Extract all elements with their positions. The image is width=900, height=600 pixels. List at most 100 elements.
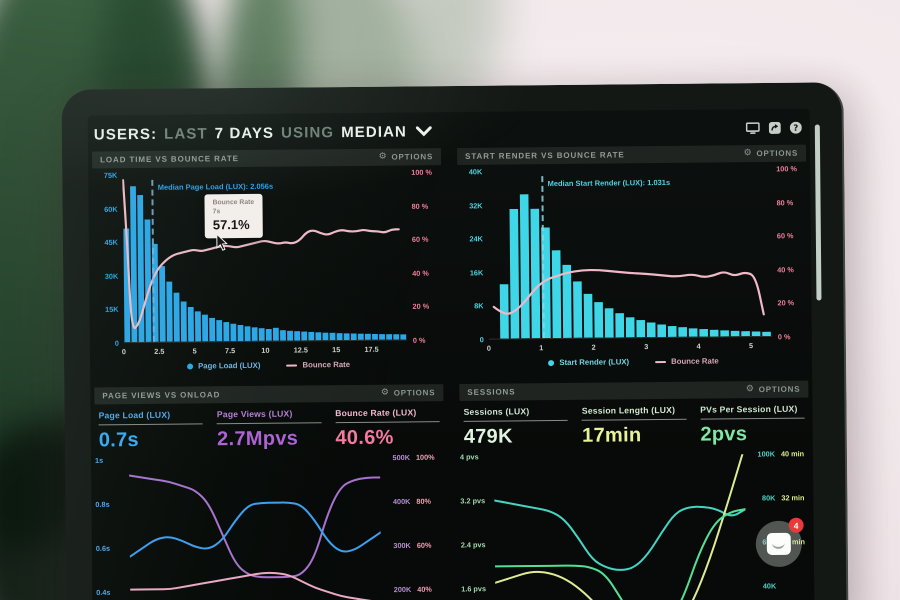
axis-tick-label: 15K bbox=[105, 305, 119, 315]
metric-label: Session Length (LUX) bbox=[581, 404, 687, 421]
y-axis-left: 4 pvs 3.2 pvs 2.4 pvs 1.6 pvs bbox=[460, 452, 496, 600]
axis-tick-label: 4 pvs bbox=[459, 452, 479, 462]
axis-tick-label: 75K bbox=[103, 170, 118, 180]
dashboard: USERS: LAST 7 DAYS USING MEDIAN ? bbox=[87, 108, 822, 600]
cursor-icon bbox=[216, 234, 229, 251]
chevron-down-icon[interactable] bbox=[415, 125, 432, 137]
share-icon[interactable] bbox=[768, 121, 781, 134]
axis-tick-label: 7.5 bbox=[224, 346, 236, 356]
axis-tick-label: 2.4 pvs bbox=[460, 540, 486, 550]
panel-load-time: LOAD TIME VS BOUNCE RATE ⚙ OPTIONS 75K 60K… bbox=[92, 148, 443, 375]
axis-tick-label: 16K bbox=[469, 268, 484, 278]
notification-badge: 4 bbox=[788, 517, 804, 533]
legend-label: Bounce Rate bbox=[302, 360, 351, 370]
metric-label: Page Load (LUX) bbox=[98, 409, 203, 426]
legend-label: Page Load (LUX) bbox=[198, 360, 261, 371]
help-icon[interactable]: ? bbox=[789, 121, 802, 134]
metric-label: Page Views (LUX) bbox=[216, 408, 322, 425]
legend-dot-icon bbox=[187, 363, 194, 370]
y-axis-left: 75K 60K 45K 30K 15K 0 bbox=[92, 171, 124, 348]
title-using: USING bbox=[281, 123, 335, 142]
sessions-chart[interactable] bbox=[494, 454, 747, 600]
display-icon[interactable] bbox=[745, 122, 760, 134]
scrollbar-thumb[interactable] bbox=[814, 124, 822, 301]
metric-value: 2.7Mpvs bbox=[217, 427, 299, 451]
legend-dash-icon bbox=[655, 360, 667, 363]
tooltip-x-value: 7s bbox=[212, 207, 221, 215]
axis-tick-label: 100K 40 min bbox=[757, 449, 805, 459]
start-render-chart[interactable]: Median Start Render (LUX): 1.031s bbox=[487, 168, 772, 340]
axis-tick-label: 40 % bbox=[412, 268, 429, 278]
axis-tick-label: 17.5 bbox=[364, 344, 379, 354]
title-last: LAST bbox=[164, 124, 208, 143]
options-button[interactable]: ⚙ OPTIONS bbox=[743, 148, 799, 159]
panel-start-render: START RENDER VS BOUNCE RATE ⚙ OPTIONS 40K… bbox=[457, 144, 808, 372]
options-button[interactable]: ⚙ OPTIONS bbox=[745, 384, 801, 395]
messenger-button[interactable]: 4 bbox=[755, 517, 804, 568]
axis-tick-label: 300K 60% bbox=[393, 540, 432, 550]
options-button[interactable]: ⚙ OPTIONS bbox=[380, 387, 436, 398]
tooltip: Bounce Rate 7s 57.1% bbox=[204, 193, 263, 239]
panel-sessions: SESSIONS ⚙ OPTIONS Sessions (LUX) 479K Se… bbox=[459, 380, 810, 600]
axis-tick-label: 40K bbox=[762, 581, 777, 591]
legend-dash-icon bbox=[286, 364, 298, 367]
axis-tick-label: 60 % bbox=[411, 234, 429, 245]
axis-tick-label: 5 bbox=[748, 341, 754, 351]
title-median: MEDIAN bbox=[341, 122, 407, 141]
axis-tick-label: 2 bbox=[591, 342, 596, 352]
metric-page-load: Page Load (LUX) 0.7s bbox=[98, 409, 204, 452]
y-axis-right: 100 % 80 % 60 % 40 % 20 % 0 % bbox=[770, 164, 808, 341]
axis-tick-label: 20 % bbox=[412, 302, 430, 312]
axis-tick-label: 2.5 bbox=[154, 346, 165, 356]
metric-sessions: Sessions (LUX) 479K bbox=[463, 405, 568, 449]
metric-value: 0.7s bbox=[98, 429, 140, 452]
axis-tick-label: 8K bbox=[474, 301, 484, 311]
median-label: Median Start Render (LUX): 1.031s bbox=[547, 178, 671, 189]
title-days: 7 DAYS bbox=[214, 124, 275, 142]
gear-icon: ⚙ bbox=[745, 384, 755, 395]
axis-tick-label: 24K bbox=[469, 234, 483, 244]
axis-tick-label: 400K 80% bbox=[392, 496, 432, 507]
tooltip-series: Bounce Rate bbox=[212, 198, 255, 207]
legend-dot-icon bbox=[548, 359, 555, 366]
metric-value: 17min bbox=[581, 424, 642, 447]
axis-tick-label: 0 bbox=[486, 343, 492, 353]
axis-tick-label: 1.6 pvs bbox=[461, 583, 487, 594]
panel-title: LOAD TIME VS BOUNCE RATE bbox=[100, 154, 239, 165]
axis-tick-label: 100 % bbox=[411, 167, 432, 177]
axis-tick-label: 1 bbox=[539, 343, 544, 353]
axis-tick-label: 80 % bbox=[411, 201, 429, 211]
metric-value: 2pvs bbox=[700, 423, 748, 446]
axis-tick-label: 40 % bbox=[777, 265, 794, 275]
panel-title: START RENDER VS BOUNCE RATE bbox=[465, 150, 625, 161]
x-axis: 0 1 2 3 4 5 bbox=[486, 339, 772, 355]
options-button[interactable]: ⚙ OPTIONS bbox=[378, 151, 434, 162]
axis-tick-label: 0.4s bbox=[96, 587, 111, 597]
chart-legend: Start Render (LUX) Bounce Rate bbox=[459, 352, 808, 372]
metric-label: PVs Per Session (LUX) bbox=[700, 403, 805, 420]
axis-tick-label: 4 bbox=[696, 341, 701, 351]
axis-tick-label: 32K bbox=[469, 200, 483, 210]
x-axis: 0 2.5 5 7.5 10 12.5 15 17.5 bbox=[122, 342, 407, 358]
axis-tick-label: 0 % bbox=[777, 332, 791, 342]
axis-tick-label: 3.2 pvs bbox=[460, 496, 486, 506]
page-title[interactable]: USERS: LAST 7 DAYS USING MEDIAN bbox=[94, 123, 432, 143]
axis-tick-label: 12.5 bbox=[293, 345, 308, 355]
panel-page-views: PAGE VIEWS VS ONLOAD ⚙ OPTIONS Page Load … bbox=[94, 384, 445, 600]
metric-session-length: Session Length (LUX) 17min bbox=[581, 404, 687, 448]
axis-tick-label: 1s bbox=[94, 455, 104, 465]
load-time-chart[interactable]: Median Page Load (LUX): 2.056s Bounce Ra… bbox=[122, 172, 407, 344]
panel-title: PAGE VIEWS VS ONLOAD bbox=[102, 390, 221, 401]
y-axis-left: 40K 32K 24K 16K 8K 0 bbox=[457, 167, 489, 344]
median-label: Median Page Load (LUX): 2.056s bbox=[157, 182, 274, 193]
y-axis-left: 1s 0.8s 0.6s 0.4s bbox=[95, 456, 131, 600]
axis-tick-label: 0.8s bbox=[95, 499, 110, 509]
axis-tick-label: 60K bbox=[104, 204, 118, 214]
axis-tick-label: 0 % bbox=[412, 335, 426, 345]
title-users: USERS: bbox=[93, 125, 158, 143]
axis-tick-label: 0 bbox=[114, 338, 119, 348]
axis-tick-label: 100 % bbox=[776, 164, 797, 174]
axis-tick-label: 10 bbox=[261, 345, 270, 355]
page-views-chart[interactable] bbox=[129, 458, 382, 600]
axis-tick-label: 200K 40% bbox=[393, 584, 432, 594]
